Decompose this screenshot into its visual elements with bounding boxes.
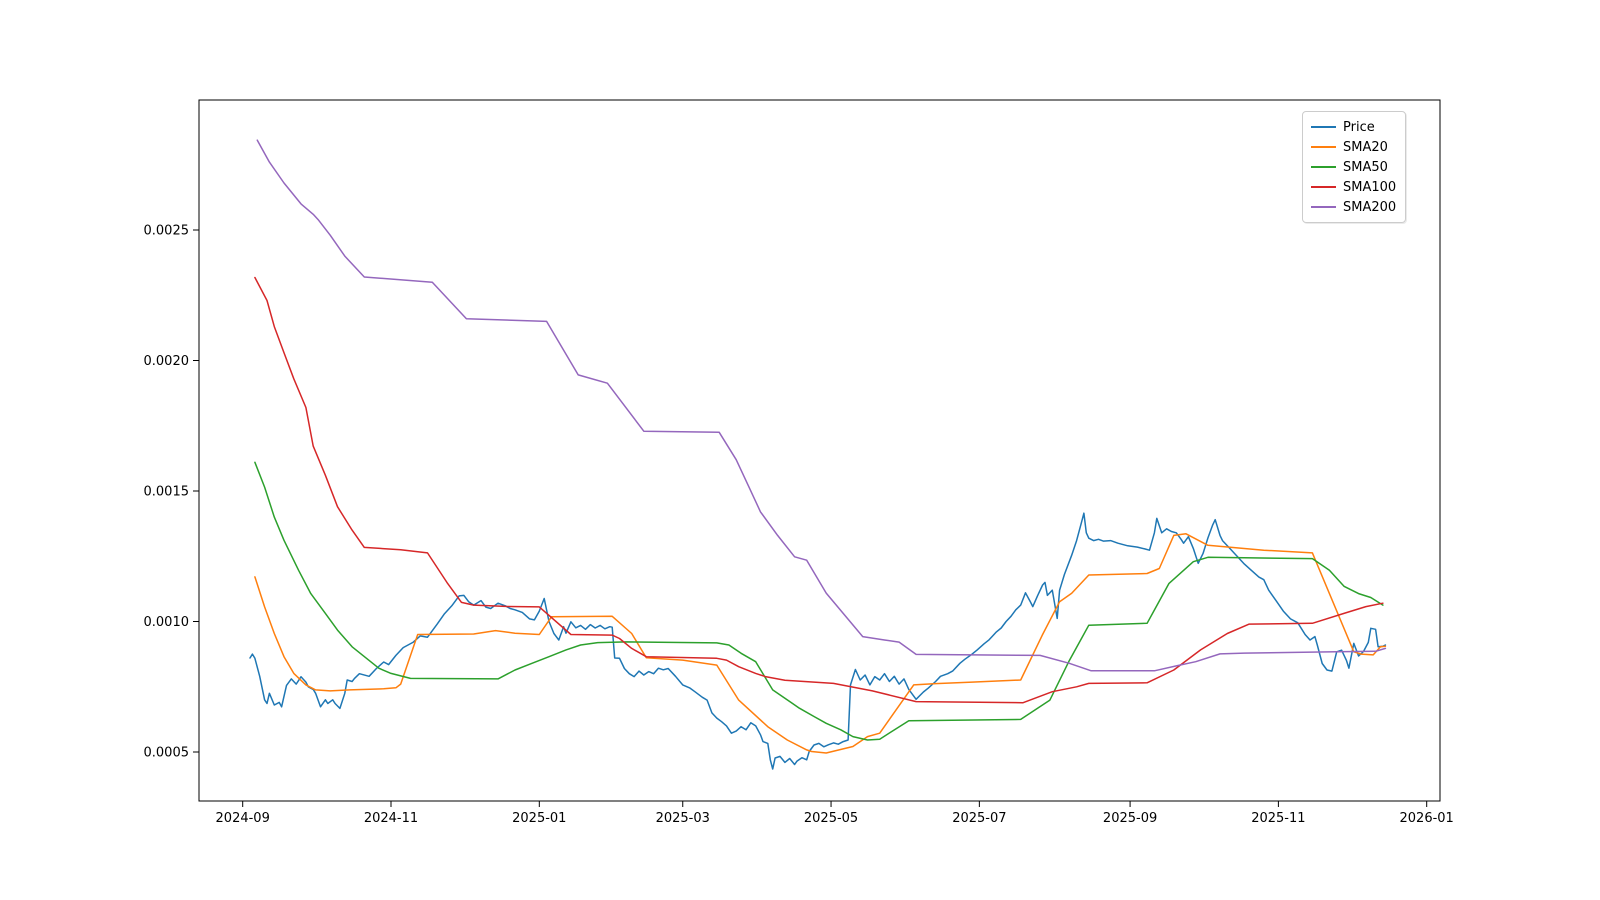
x-tick-label: 2025-07 (952, 811, 1006, 826)
series-lines (249, 139, 1387, 770)
legend-line-swatch (1311, 126, 1336, 128)
legend-item-sma50: SMA50 (1311, 157, 1397, 177)
series-line-sma50 (254, 461, 1384, 741)
y-tick-label: 0.0010 (144, 615, 190, 630)
legend-line-swatch (1311, 166, 1336, 168)
x-tick-label: 2024-09 (216, 811, 270, 826)
x-tick-label: 2026-01 (1400, 811, 1454, 826)
y-tick-label: 0.0005 (144, 746, 190, 761)
x-tick-label: 2025-11 (1251, 811, 1305, 826)
x-axis: 2024-09 2024-11 2025-01 2025-03 2025-05 2025-… (216, 801, 1454, 826)
legend-item-sma200: SMA200 (1311, 197, 1397, 217)
y-axis: 0.0005 0.0010 0.0015 0.0020 0.0025 (144, 224, 199, 761)
y-tick-label: 0.0015 (144, 485, 190, 500)
legend: Price SMA20 SMA50 SMA100 SMA200 (1302, 111, 1406, 223)
legend-label: SMA200 (1343, 199, 1397, 215)
x-tick-label: 2025-05 (804, 811, 858, 826)
x-tick-label: 2025-03 (656, 811, 710, 826)
y-tick-label: 0.0020 (144, 354, 190, 369)
legend-line-swatch (1311, 146, 1336, 148)
legend-label: Price (1343, 119, 1375, 135)
series-line-sma20 (254, 533, 1387, 754)
legend-item-price: Price (1311, 117, 1397, 137)
series-line-sma100 (254, 276, 1384, 704)
legend-line-swatch (1311, 186, 1336, 188)
legend-label: SMA50 (1343, 159, 1388, 175)
legend-line-swatch (1311, 206, 1336, 208)
legend-label: SMA20 (1343, 139, 1388, 155)
legend-item-sma20: SMA20 (1311, 137, 1397, 157)
series-line-sma200 (256, 139, 1387, 672)
x-tick-label: 2025-01 (512, 811, 566, 826)
x-tick-label: 2024-11 (364, 811, 418, 826)
plot-border (198, 99, 1441, 802)
legend-item-sma100: SMA100 (1311, 177, 1397, 197)
x-tick-label: 2025-09 (1103, 811, 1157, 826)
legend-label: SMA100 (1343, 179, 1397, 195)
y-tick-label: 0.0025 (144, 224, 190, 239)
series-line-price (249, 512, 1387, 770)
